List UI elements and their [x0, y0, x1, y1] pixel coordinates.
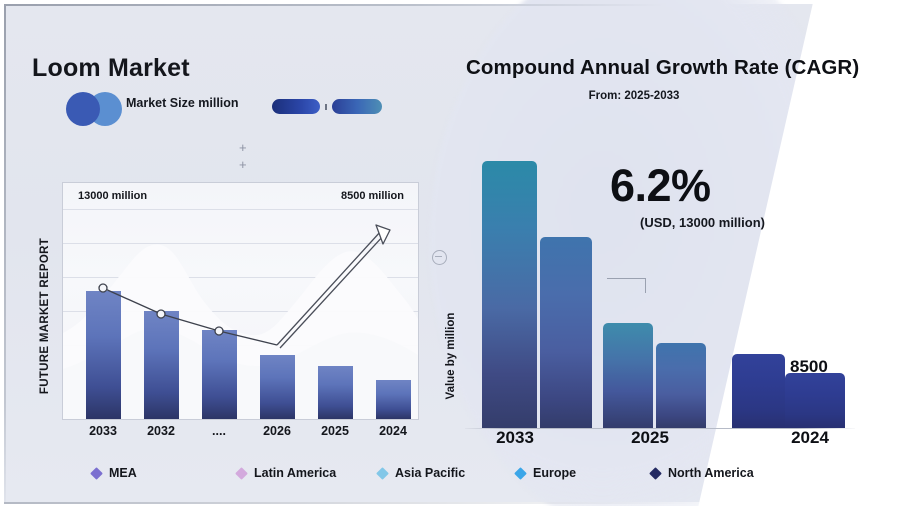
x-label-2026: 2026 [263, 424, 291, 438]
left-chart-x-labels: 2033 2032 .... 2026 2025 2024 [62, 424, 417, 444]
legend-item-latin-america[interactable]: Latin America [235, 466, 337, 480]
cagr-title: Compound Annual Growth Rate (CAGR) [466, 56, 860, 79]
left-chart-annotation-start: 13000 million [78, 190, 148, 202]
diamond-marker-icon [235, 466, 248, 480]
legend-label: MEA [109, 466, 137, 480]
pill-gradient-icon [332, 99, 382, 114]
bar-dots [202, 330, 237, 419]
legend-item-north-america[interactable]: North America [649, 466, 754, 480]
plus-marks-icon: + + [239, 140, 247, 172]
right-chart-axis-line [465, 427, 855, 429]
x-label-2032: 2032 [147, 424, 175, 438]
legend-label: Europe [533, 466, 577, 480]
x-label-2024: 2024 [379, 424, 407, 438]
bar-2024 [376, 380, 411, 419]
bar-2024-primary [732, 354, 785, 428]
legend-label: North America [668, 466, 754, 480]
chart-legend: MEA Latin America Asia Pacific Europe No… [0, 462, 900, 490]
bar-2025-secondary [656, 343, 706, 428]
bar-2032 [144, 311, 179, 419]
pill-dark-icon [272, 99, 320, 114]
left-chart-y-axis-label: FUTURE MARKET REPORT [39, 237, 51, 395]
legend-label: Asia Pacific [395, 466, 466, 480]
bar-2025-primary [603, 323, 653, 428]
left-chart-annotation-end: 8500 million [341, 190, 404, 202]
diamond-marker-icon [649, 466, 662, 480]
x-label-dots: .... [212, 424, 226, 438]
diamond-marker-icon [90, 466, 103, 480]
diamond-marker-icon [376, 466, 389, 480]
legend-item-mea[interactable]: MEA [90, 466, 137, 480]
bar-2026 [260, 355, 295, 419]
minus-circle-icon [432, 250, 447, 265]
pill-legend-group [272, 99, 382, 114]
legend-item-asia-pacific[interactable]: Asia Pacific [376, 466, 466, 480]
market-size-caption: Market Size million [126, 96, 239, 110]
bar-value-8500: 8500 [790, 357, 828, 376]
panel-border-bottom [4, 502, 704, 504]
left-chart-bars [63, 183, 418, 419]
cagr-subtitle: From: 2025-2033 [588, 90, 680, 102]
diamond-marker-icon [514, 466, 527, 480]
right-chart-x-labels: 2033 2025 2024 [455, 428, 875, 450]
x-label-right-2025: 2025 [631, 428, 669, 447]
legend-item-europe[interactable]: Europe [514, 466, 577, 480]
left-chart-trend-line [98, 224, 391, 349]
panel-border-top [4, 4, 664, 6]
two-overlapping-circles-icon [66, 92, 122, 126]
right-bar-chart: 8500 [455, 150, 875, 440]
x-label-right-2024: 2024 [791, 428, 829, 447]
left-bar-chart [62, 182, 419, 420]
bar-2024-secondary [785, 373, 845, 428]
bar-2033 [86, 291, 121, 419]
bracket-decoration-icon [607, 278, 646, 293]
growth-arrow-icon [276, 224, 391, 349]
legend-label: Latin America [254, 466, 337, 480]
bar-2033-secondary [540, 237, 592, 428]
cagr-note: (USD, 13000 million) [640, 215, 765, 230]
panel-border-left [4, 4, 6, 502]
bar-2025 [318, 366, 353, 419]
cagr-value: 6.2% [610, 160, 711, 211]
pill-separator-icon [325, 103, 327, 110]
x-label-2033: 2033 [89, 424, 117, 438]
x-label-2025: 2025 [321, 424, 349, 438]
page-title: Loom Market [32, 54, 190, 82]
bar-2033-primary [482, 161, 537, 428]
x-label-right-2033: 2033 [496, 428, 534, 447]
